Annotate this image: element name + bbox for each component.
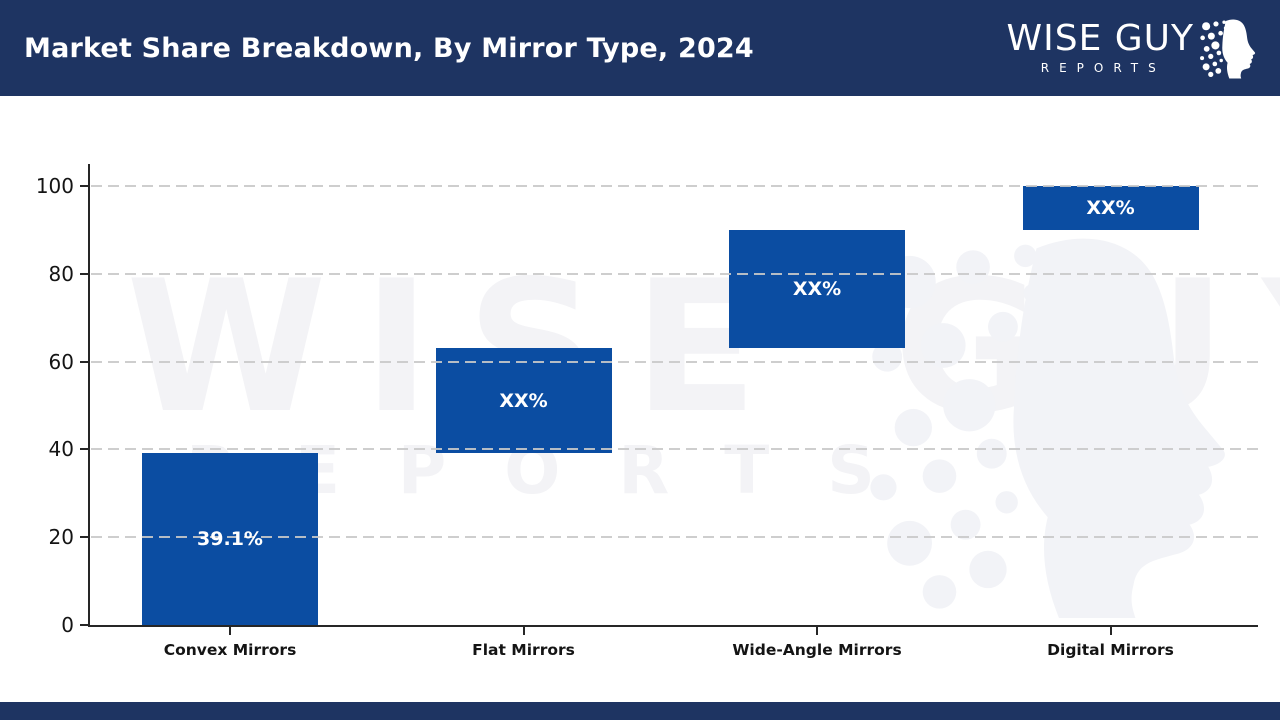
y-tick-label: 80 (48, 261, 74, 286)
x-tick-mark (816, 627, 818, 635)
footer-bar (0, 702, 1280, 720)
x-tick-mark (522, 627, 525, 635)
y-tick-label: 60 (48, 349, 74, 374)
x-tick-mark (1109, 627, 1112, 635)
gridline-80 (91, 272, 1258, 275)
plot-area: WISE GUY REPORTS 02040608010039.1%XX%XX%… (0, 96, 1280, 702)
header-bar: Market Share Breakdown, By Mirror Type, … (0, 0, 1280, 96)
brand-face-icon (1200, 19, 1256, 79)
y-tick-label: 100 (35, 174, 74, 198)
gridline-40 (91, 448, 1258, 451)
bar-value-label: XX% (499, 389, 548, 412)
x-category-label: Flat Mirrors (472, 641, 575, 659)
x-category-label: Wide-Angle Mirrors (732, 641, 902, 659)
y-tick-label: 20 (48, 525, 74, 550)
x-category-label: Convex Mirrors (163, 641, 297, 659)
gridline-60 (91, 360, 1258, 363)
x-tick-mark (229, 627, 231, 635)
bar-wide-angle-mirrors (729, 229, 905, 349)
bar-value-label: XX% (792, 278, 842, 301)
y-tick-label: 40 (48, 437, 74, 462)
y-tick-mark (80, 448, 89, 451)
y-tick-mark (80, 536, 89, 539)
brand-logo: WISE GUY REPORTS (1007, 11, 1257, 85)
bar-convex-mirrors (142, 453, 318, 625)
bar-flat-mirrors (435, 348, 612, 454)
bar-value-label: XX% (1086, 196, 1135, 219)
watermark-face-icon (870, 238, 1225, 618)
x-axis-line (88, 625, 1258, 627)
y-tick-mark (80, 185, 89, 187)
y-tick-mark (80, 624, 89, 626)
bar-digital-mirrors (1022, 186, 1199, 230)
y-tick-mark (80, 272, 89, 275)
x-category-label: Digital Mirrors (1047, 641, 1174, 659)
brand-subname: REPORTS (1040, 61, 1166, 75)
y-axis-line (88, 164, 90, 627)
brand-name: WISE GUY (1006, 18, 1194, 59)
y-tick-mark (80, 360, 89, 363)
bar-value-label: 39.1% (197, 528, 263, 551)
gridline-20 (91, 536, 1258, 539)
y-tick-label: 0 (61, 613, 74, 637)
brand-logo-text: WISE GUY REPORTS (1006, 18, 1195, 76)
chart-title: Market Share Breakdown, By Mirror Type, … (24, 32, 754, 64)
gridline-100 (91, 185, 1258, 187)
